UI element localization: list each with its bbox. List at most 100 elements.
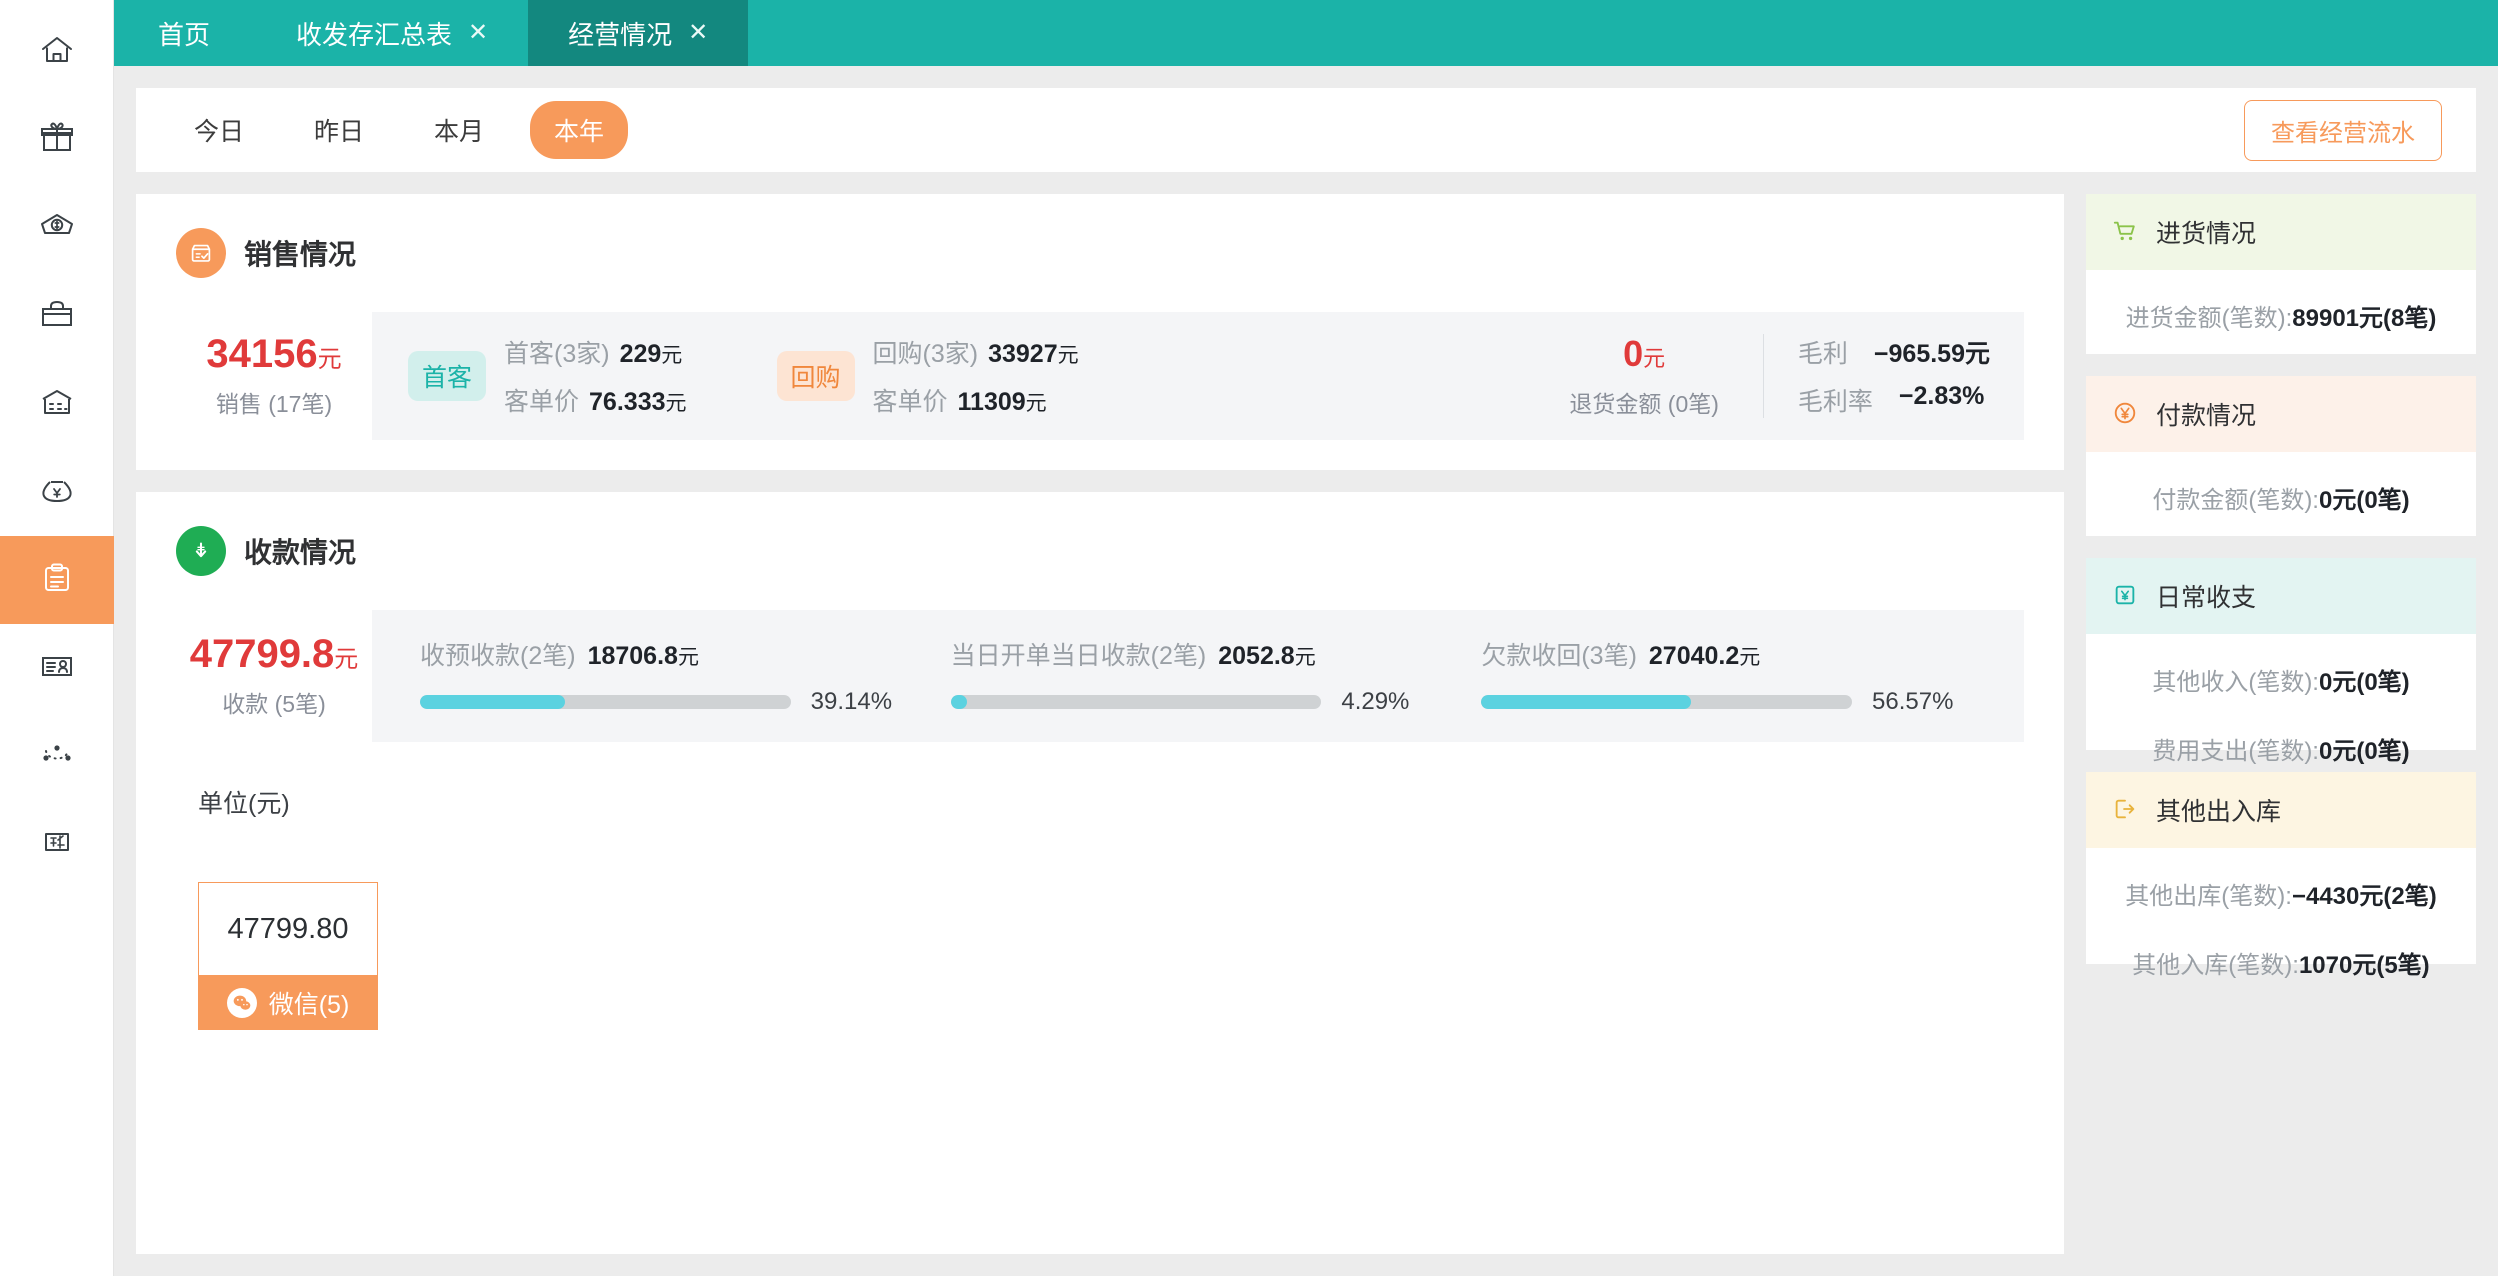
bar-line-arrears: 56.57% [1481, 688, 1976, 716]
cart-icon [2112, 218, 2140, 246]
payment-amount-line: 付款金额(笔数):0元(0笔) [2152, 480, 2409, 515]
sales-card-header: 销售情况 [176, 228, 2024, 278]
tab-close-icon[interactable]: ✕ [688, 19, 709, 46]
collection-bars-panel: 收预收款(2笔) 18706.8元 39.14% 当日开单 [372, 610, 2024, 742]
gross-profit-value: −965.59元 [1873, 340, 1990, 368]
bar-head-prepaid: 收预收款(2笔) 18706.8元 [420, 636, 915, 672]
purchase-status-card: 进货情况 进货金额(笔数):89901元(8笔) [2086, 194, 2476, 354]
view-business-flow-button[interactable]: 查看经营流水 [2244, 99, 2442, 161]
tab-inventory-summary[interactable]: 收发存汇总表 ✕ [256, 0, 528, 66]
main-column: 首页 收发存汇总表 ✕ 经营情况 ✕ 今日 昨日 本月 本年 [114, 0, 2498, 1276]
tab-label: 经营情况 [568, 19, 673, 50]
yen-note-icon [2112, 582, 2140, 610]
inout-icon [2112, 796, 2140, 824]
expense-line: 费用支出(笔数):0元(0笔) [2152, 731, 2409, 766]
filter-today[interactable]: 今日 [194, 118, 245, 146]
tab-business-overview[interactable]: 经营情况 ✕ [528, 0, 749, 66]
sales-card: 销售情况 34156元 销售 (17笔) 首客 [136, 194, 2064, 470]
chart-bar-category: 微信(5) [268, 991, 350, 1019]
sidebar-item-network[interactable] [0, 712, 114, 800]
filter-this-month[interactable]: 本月 [434, 118, 485, 146]
payment-amount-label: 付款金额(笔数): [2152, 487, 2319, 514]
sidebar-item-new[interactable] [0, 800, 114, 888]
new-badge-icon [37, 822, 77, 867]
sidebar-item-gift[interactable] [0, 96, 114, 184]
chart-bar-wechat[interactable]: 47799.80 微信(5) [198, 882, 378, 1030]
tab-bar: 首页 收发存汇总表 ✕ 经营情况 ✕ [114, 0, 2498, 66]
sidebar-item-reports[interactable] [0, 536, 114, 624]
tab-close-icon[interactable]: ✕ [468, 19, 489, 46]
purchase-status-title: 进货情况 [2156, 220, 2257, 248]
tab-label: 首页 [158, 19, 211, 50]
bar-fill-sameday [950, 695, 967, 709]
first-customer-avg-label: 客单价 [504, 388, 580, 416]
purchase-amount-line: 进货金额(笔数):89901元(8笔) [2126, 298, 2437, 333]
repurchase-values: 回购(3家) 33927元 客单价 11309元 [873, 334, 1079, 418]
gift-icon [37, 118, 77, 163]
bar-track-sameday [950, 695, 1322, 709]
daily-income-expense-header: 日常收支 [2086, 558, 2476, 634]
first-customer-amount-label: 首客(3家) [504, 340, 610, 368]
other-income-value: 0元(0笔) [2318, 669, 2410, 696]
bar-head-sameday: 当日开单当日收款(2笔) 2052.8元 [951, 636, 1446, 672]
bag-icon [37, 294, 77, 339]
bar-percent-arrears: 56.57% [1872, 688, 1954, 715]
bar-label-sameday: 当日开单当日收款(2笔) [950, 642, 1207, 670]
other-inout-body: 其他出库(笔数):−4430元(2笔) 其他入库(笔数):1070元(5笔) [2086, 848, 2476, 1008]
home-icon [37, 30, 77, 75]
sales-box-icon [176, 228, 226, 278]
daily-income-expense-body: 其他收入(笔数):0元(0笔) 费用支出(笔数):0元(0笔) [2086, 634, 2476, 794]
daily-income-expense-title: 日常收支 [2156, 584, 2257, 612]
divider [1762, 334, 1764, 418]
first-customer-amount-line: 首客(3家) 229元 [504, 334, 686, 370]
collection-card-title: 收款情况 [244, 537, 357, 568]
first-customer-badge: 首客 [408, 351, 487, 401]
other-outbound-line: 其他出库(笔数):−4430元(2笔) [2125, 876, 2436, 911]
tab-label: 收发存汇总表 [296, 19, 453, 50]
dashboard-body: 销售情况 34156元 销售 (17笔) 首客 [114, 172, 2498, 1276]
content-area: 今日 昨日 本月 本年 查看经营流水 销售情 [114, 66, 2498, 1276]
repurchase-avg-unit: 元 [1025, 392, 1047, 415]
repurchase-amount: 33927 [988, 340, 1058, 368]
bar-line-prepaid: 39.14% [420, 688, 915, 716]
sidebar-item-home[interactable] [0, 8, 114, 96]
purchase-amount-label: 进货金额(笔数): [2125, 305, 2293, 332]
sidebar-item-contacts[interactable] [0, 624, 114, 712]
sidebar-item-warehouse[interactable] [0, 360, 114, 448]
repurchase-amount-line: 回购(3家) 33927元 [873, 334, 1079, 370]
warehouse-icon [37, 382, 77, 427]
bar-block-prepaid: 收预收款(2笔) 18706.8元 39.14% [402, 636, 933, 716]
other-inout-header: 其他出入库 [2086, 772, 2476, 848]
repurchase-avg: 11309 [957, 388, 1026, 416]
chart-bar-label-row: 微信(5) [198, 976, 378, 1030]
sales-card-title: 销售情况 [244, 239, 357, 270]
filter-yesterday[interactable]: 昨日 [314, 118, 365, 146]
sidebar-item-sales[interactable] [0, 184, 114, 272]
gross-profit-line: 毛利 −965.59元 [1798, 334, 1990, 370]
filter-this-year[interactable]: 本年 [530, 101, 629, 159]
purchase-status-header: 进货情况 [2086, 194, 2476, 270]
sales-house-icon [37, 206, 77, 251]
profit-rate-label: 毛利率 [1797, 388, 1873, 416]
collection-card: 收款情况 47799.8元 收款 (5笔) [136, 492, 2064, 1254]
sidebar-item-finance[interactable] [0, 448, 114, 536]
other-inbound-label: 其他入库(笔数): [2132, 952, 2299, 979]
bar-amount-prepaid: 18706.8 [587, 642, 678, 670]
profit-rate-line: 毛利率 −2.83% [1798, 382, 1990, 418]
bar-percent-sameday: 4.29% [1341, 688, 1410, 715]
tab-home[interactable]: 首页 [114, 0, 256, 66]
sidebar-item-purchase[interactable] [0, 272, 114, 360]
profit-values: 毛利 −965.59元 毛利率 −2.83% [1798, 334, 1990, 418]
repurchase-amount-unit: 元 [1057, 344, 1079, 367]
refund-amount: 0元 [1623, 333, 1665, 375]
bar-amount-sameday: 2052.8 [1218, 642, 1295, 670]
refund-caption: 退货金额 (0笔) [1569, 391, 1719, 417]
network-icon [37, 734, 77, 779]
sales-total-value: 34156 [206, 332, 318, 376]
money-bag-icon [37, 470, 77, 515]
left-panels: 销售情况 34156元 销售 (17笔) 首客 [136, 194, 2064, 1254]
collection-total-value: 47799.8 [189, 632, 335, 676]
bar-label-prepaid: 收预收款(2笔) [420, 642, 576, 670]
repurchase-amount-label: 回购(3家) [872, 340, 979, 368]
collection-metrics-row: 47799.8元 收款 (5笔) 收预收款(2笔) 18706.8元 [176, 610, 2024, 742]
